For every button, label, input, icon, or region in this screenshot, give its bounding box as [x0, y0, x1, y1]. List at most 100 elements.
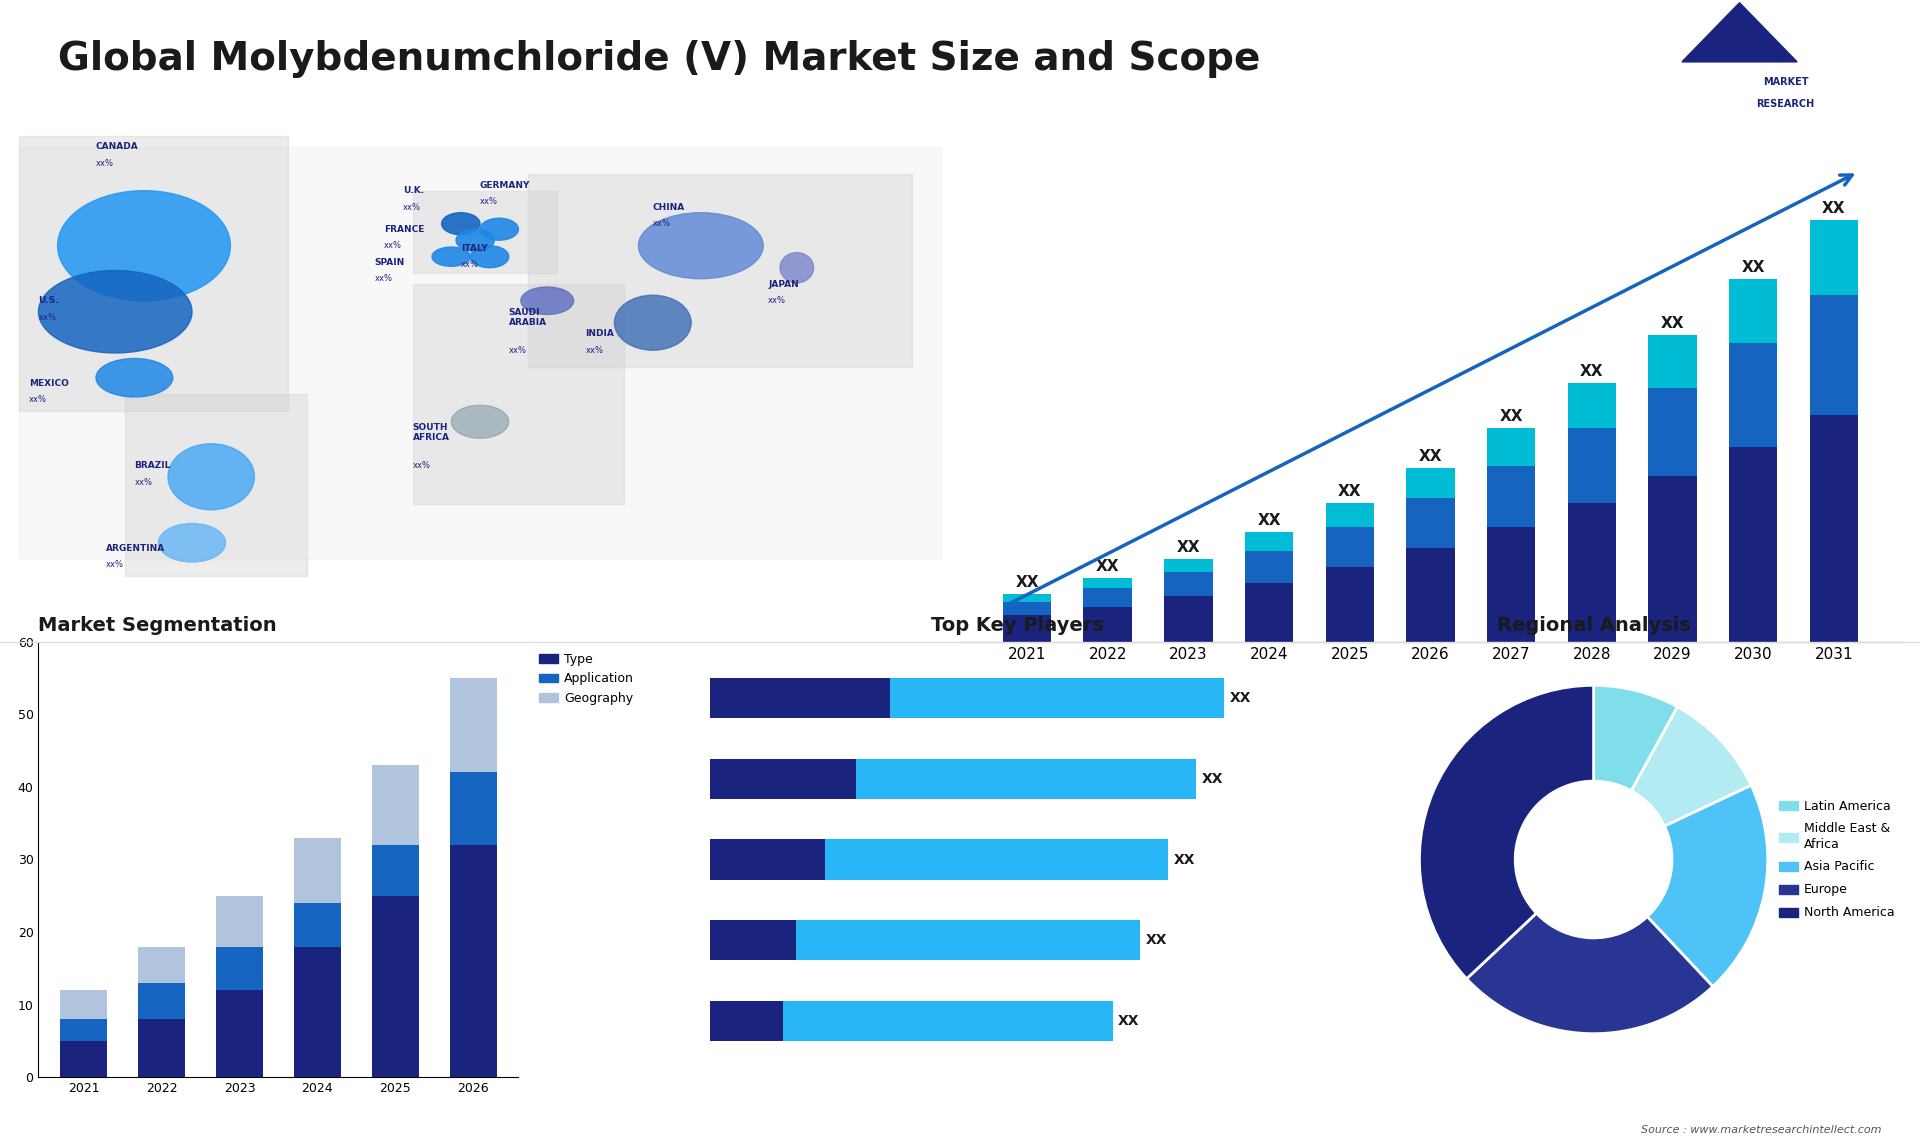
Text: xx%: xx% — [403, 203, 420, 212]
Bar — [372, 845, 419, 1077]
Text: xx%: xx% — [653, 219, 670, 228]
Text: xx%: xx% — [29, 395, 46, 405]
Title: Top Key Players: Top Key Players — [931, 615, 1104, 635]
Text: xx%: xx% — [461, 260, 478, 269]
Bar — [217, 990, 263, 1077]
Bar — [138, 947, 184, 1077]
Bar — [1325, 527, 1375, 567]
Bar — [710, 920, 797, 960]
Bar — [1567, 503, 1617, 642]
Text: XX: XX — [1117, 1014, 1140, 1028]
Polygon shape — [413, 284, 624, 504]
Wedge shape — [1647, 785, 1768, 987]
Text: ARGENTINA: ARGENTINA — [106, 543, 165, 552]
Legend: Latin America, Middle East &
Africa, Asia Pacific, Europe, North America: Latin America, Middle East & Africa, Asi… — [1774, 794, 1899, 925]
Ellipse shape — [38, 270, 192, 353]
Text: XX: XX — [1202, 772, 1223, 786]
Bar — [1083, 578, 1133, 588]
Text: xx%: xx% — [106, 560, 123, 570]
Bar — [1567, 383, 1617, 429]
Text: INDIA: INDIA — [586, 329, 614, 338]
Polygon shape — [19, 135, 288, 410]
Text: XX: XX — [1741, 260, 1764, 275]
Bar — [138, 983, 184, 1077]
Bar — [1325, 503, 1375, 527]
Bar — [1164, 559, 1213, 572]
Polygon shape — [528, 174, 912, 367]
Text: xx%: xx% — [374, 274, 392, 283]
Polygon shape — [413, 190, 557, 273]
Text: BRAZIL: BRAZIL — [134, 461, 171, 470]
Text: XX: XX — [1177, 540, 1200, 555]
Ellipse shape — [169, 444, 253, 510]
Ellipse shape — [637, 213, 762, 278]
Text: XX: XX — [1661, 316, 1684, 331]
Text: XX: XX — [1258, 513, 1281, 528]
Text: SOUTH
AFRICA: SOUTH AFRICA — [413, 423, 449, 442]
Bar — [710, 678, 1225, 719]
Bar — [1405, 497, 1455, 548]
Bar — [1647, 477, 1697, 642]
Text: MEXICO: MEXICO — [29, 378, 69, 387]
Bar — [1647, 335, 1697, 388]
Bar — [1002, 615, 1050, 642]
Bar — [1728, 447, 1778, 642]
Text: U.K.: U.K. — [403, 186, 424, 195]
Bar — [710, 839, 826, 880]
Text: XX: XX — [1338, 484, 1361, 499]
Bar — [1405, 548, 1455, 642]
Text: xx%: xx% — [134, 478, 152, 487]
Polygon shape — [125, 394, 307, 575]
Bar — [138, 1019, 184, 1077]
Bar — [294, 903, 340, 1077]
Wedge shape — [1594, 685, 1678, 791]
Bar — [710, 920, 1140, 960]
Ellipse shape — [480, 218, 518, 241]
Text: xx%: xx% — [96, 158, 113, 167]
Text: Market Segmentation: Market Segmentation — [38, 615, 276, 635]
Text: XX: XX — [1500, 409, 1523, 424]
Text: XX: XX — [1419, 449, 1442, 464]
Text: SPAIN: SPAIN — [374, 258, 405, 267]
Text: JAPAN: JAPAN — [768, 280, 799, 289]
Legend: Type, Application, Geography: Type, Application, Geography — [534, 647, 639, 709]
Text: CHINA: CHINA — [653, 203, 685, 212]
Ellipse shape — [432, 248, 470, 266]
Text: xx%: xx% — [509, 346, 526, 355]
Text: XX: XX — [1146, 933, 1167, 947]
Bar — [217, 947, 263, 1077]
Ellipse shape — [457, 229, 495, 251]
Bar — [1244, 551, 1294, 583]
Text: SAUDI
ARABIA: SAUDI ARABIA — [509, 307, 547, 327]
Bar — [1811, 295, 1859, 415]
Text: xx%: xx% — [768, 296, 785, 305]
Bar — [1244, 583, 1294, 642]
Polygon shape — [19, 147, 941, 559]
Bar — [1486, 527, 1536, 642]
Text: RESEARCH: RESEARCH — [1757, 100, 1814, 109]
Text: XX: XX — [1822, 201, 1845, 217]
Bar — [372, 766, 419, 1077]
Bar — [372, 896, 419, 1077]
Text: XX: XX — [1016, 574, 1039, 590]
Ellipse shape — [520, 286, 574, 314]
Text: XX: XX — [1580, 363, 1603, 379]
Bar — [1002, 594, 1050, 602]
Text: XX: XX — [1231, 691, 1252, 705]
Text: XX: XX — [1173, 853, 1196, 866]
Text: Source : www.marketresearchintellect.com: Source : www.marketresearchintellect.com — [1642, 1124, 1882, 1135]
Bar — [449, 678, 497, 1077]
Text: U.S.: U.S. — [38, 296, 60, 305]
Ellipse shape — [442, 213, 480, 235]
Text: xx%: xx% — [413, 461, 430, 470]
Bar — [1811, 415, 1859, 642]
Bar — [294, 947, 340, 1077]
Text: ITALY: ITALY — [461, 244, 488, 253]
Bar — [1486, 429, 1536, 465]
Wedge shape — [1467, 913, 1713, 1034]
Bar — [710, 1000, 1112, 1041]
Bar — [1164, 596, 1213, 642]
Ellipse shape — [96, 359, 173, 397]
Bar — [1647, 388, 1697, 477]
Bar — [710, 759, 856, 799]
